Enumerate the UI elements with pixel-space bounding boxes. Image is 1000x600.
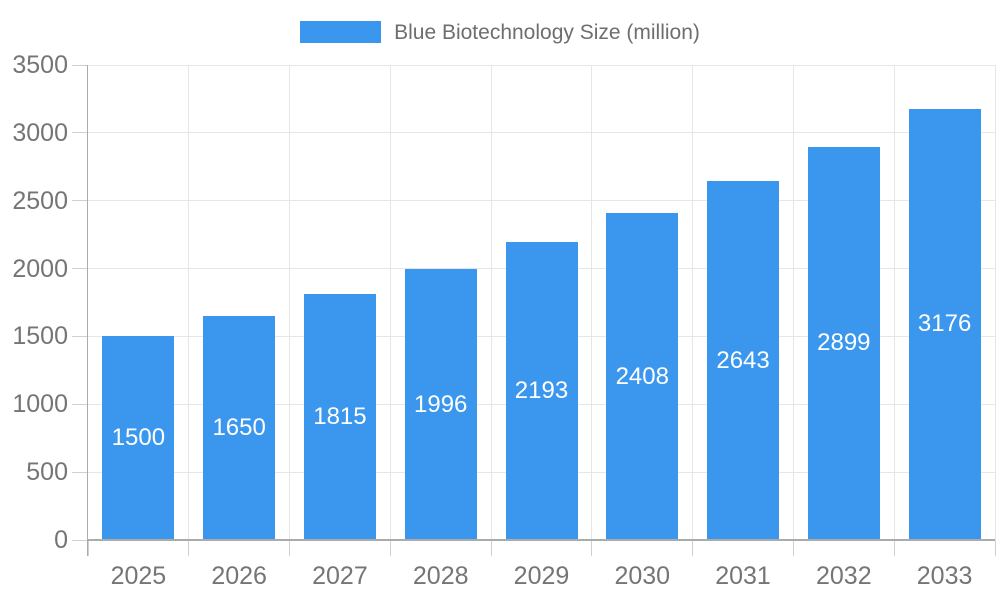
- x-axis-tick: [188, 540, 190, 556]
- gridline: [994, 65, 996, 540]
- x-axis-label: 2027: [312, 562, 368, 590]
- bar-value-label: 2193: [514, 377, 569, 405]
- y-axis-tick: [72, 200, 88, 202]
- x-axis-label: 2032: [816, 562, 872, 590]
- x-axis-tick: [289, 540, 291, 556]
- gridline: [692, 65, 694, 540]
- bar-value-label: 3176: [917, 310, 972, 338]
- bar-value-label: 2643: [716, 346, 770, 374]
- bar-2031: [707, 181, 780, 540]
- y-tick-label: 3500: [12, 51, 68, 79]
- y-tick-label: 500: [26, 458, 68, 487]
- y-tick-label: 1000: [12, 390, 68, 419]
- bar-2028: [404, 269, 477, 540]
- y-axis-tick: [72, 539, 88, 541]
- gridline: [893, 65, 895, 540]
- x-axis-label: 2028: [412, 562, 469, 590]
- legend: Blue Biotechnology Size (million): [0, 20, 1000, 44]
- x-axis-tick: [87, 540, 89, 556]
- gridline: [490, 65, 492, 540]
- y-tick-label: 0: [54, 526, 68, 554]
- x-axis-label: 2026: [211, 562, 267, 590]
- x-axis-line: [88, 539, 995, 541]
- bar-value-label: 2408: [615, 362, 669, 390]
- y-axis-line: [87, 65, 88, 556]
- gridline: [792, 65, 794, 540]
- y-tick-label: 2500: [12, 186, 68, 215]
- x-axis-tick: [994, 540, 996, 556]
- y-axis-tick: [72, 403, 88, 405]
- bar-2033: [908, 108, 981, 540]
- x-axis-label: 2030: [614, 562, 671, 590]
- bar-value-label: 2899: [817, 329, 871, 357]
- x-axis-tick: [692, 540, 694, 556]
- bar-2025: [102, 336, 175, 540]
- x-axis-label: 2029: [513, 562, 570, 590]
- bar-2032: [807, 146, 880, 540]
- x-axis-tick: [792, 540, 794, 556]
- y-axis-tick: [72, 268, 88, 270]
- y-axis-tick: [72, 132, 88, 134]
- gridline: [389, 65, 391, 540]
- bar-2027: [303, 293, 376, 540]
- gridline: [289, 65, 291, 540]
- bar-2026: [203, 316, 276, 540]
- legend-swatch: [300, 21, 382, 43]
- bar-value-label: 1815: [313, 402, 367, 430]
- y-tick-label: 2000: [12, 254, 68, 283]
- x-axis-tick: [389, 540, 391, 556]
- legend-label: Blue Biotechnology Size (million): [394, 20, 700, 44]
- gridline: [188, 65, 190, 540]
- bar-2029: [505, 242, 578, 540]
- bar-value-label: 1500: [111, 424, 166, 452]
- bar-value-label: 1996: [414, 390, 468, 418]
- y-axis-tick: [72, 64, 88, 66]
- gridline: [591, 65, 593, 540]
- gridline: [88, 132, 995, 134]
- y-axis-tick: [72, 335, 88, 337]
- bar-value-label: 1650: [212, 414, 266, 442]
- gridline: [88, 64, 995, 66]
- y-axis-tick: [72, 471, 88, 473]
- x-axis-label: 2033: [916, 562, 973, 590]
- y-tick-label: 3000: [12, 118, 68, 147]
- y-tick-label: 1500: [12, 322, 68, 351]
- x-axis-tick: [591, 540, 593, 556]
- gridline: [88, 200, 995, 202]
- x-axis-tick: [490, 540, 492, 556]
- x-axis-tick: [893, 540, 895, 556]
- x-axis-label: 2025: [110, 562, 167, 590]
- bar-2030: [606, 213, 679, 540]
- x-axis-label: 2031: [715, 562, 771, 590]
